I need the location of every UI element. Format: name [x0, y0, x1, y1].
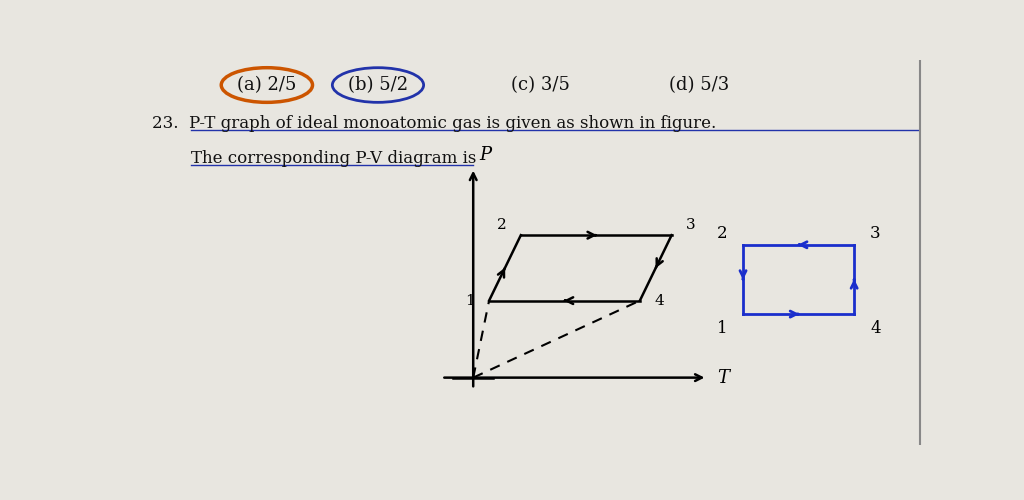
- Text: 23.  P-T graph of ideal monoatomic gas is given as shown in figure.: 23. P-T graph of ideal monoatomic gas is…: [152, 115, 716, 132]
- Text: (b) 5/2: (b) 5/2: [348, 76, 408, 94]
- Text: 2: 2: [717, 224, 727, 242]
- Text: 1: 1: [465, 294, 475, 308]
- Text: (c) 3/5: (c) 3/5: [511, 76, 570, 94]
- Text: (d) 5/3: (d) 5/3: [670, 76, 729, 94]
- Text: (a) 2/5: (a) 2/5: [238, 76, 297, 94]
- Text: T: T: [717, 368, 729, 386]
- Text: 4: 4: [870, 320, 881, 337]
- Text: 3: 3: [686, 218, 695, 232]
- Text: 3: 3: [870, 224, 881, 242]
- Text: P: P: [479, 146, 492, 164]
- Text: 2: 2: [497, 218, 507, 232]
- Text: The corresponding P-V diagram is: The corresponding P-V diagram is: [191, 150, 477, 166]
- Text: 1: 1: [717, 320, 727, 337]
- Text: 4: 4: [654, 294, 664, 308]
